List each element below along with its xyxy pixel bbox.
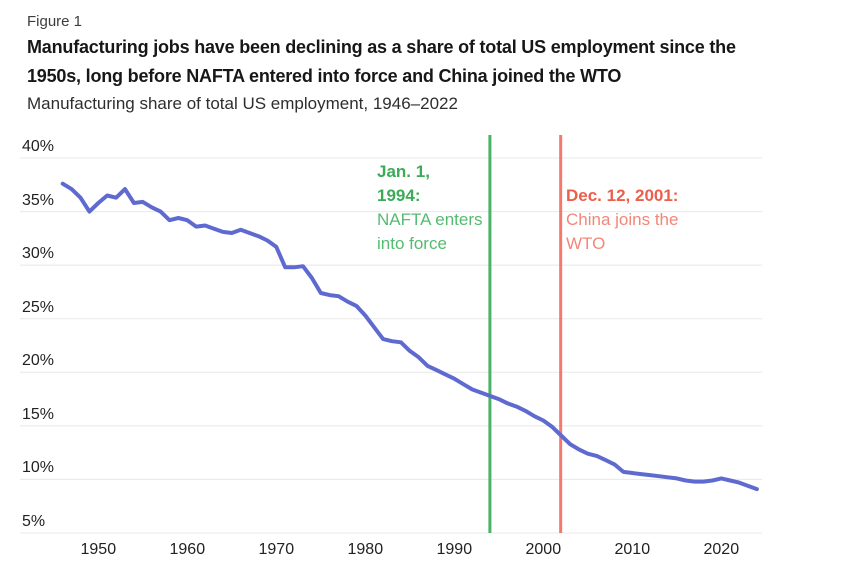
y-tick-label: 20% (22, 352, 55, 370)
y-tick-label: 5% (22, 513, 46, 530)
x-tick-label: 1970 (258, 541, 295, 558)
x-tick-label: 2000 (525, 541, 562, 558)
x-tick-label: 1960 (169, 541, 206, 558)
x-tick-label: 2010 (614, 541, 651, 558)
y-tick-label: 30% (22, 245, 55, 263)
nafta-text-line-2: into force (377, 234, 447, 253)
manufacturing-share-line (60, 181, 759, 492)
chart-title-line-2: 1950s, long before NAFTA entered into fo… (27, 66, 622, 86)
wto-annotation: Dec. 12, 2001: China joins the WTO (566, 184, 678, 256)
nafta-text-line-1: NAFTA enters (377, 210, 483, 229)
x-tick-label: 2020 (703, 541, 740, 558)
x-tick-label: 1980 (347, 541, 384, 558)
nafta-date-line-1: Jan. 1, (377, 162, 430, 181)
nafta-date-line-2: 1994: (377, 186, 421, 205)
y-tick-label: 10% (22, 459, 55, 477)
nafta-annotation: Jan. 1, 1994: NAFTA enters into force (377, 160, 483, 256)
wto-text-line-1: China joins the (566, 210, 679, 229)
wto-date-line: Dec. 12, 2001: (566, 186, 679, 205)
y-tick-label: 25% (22, 298, 55, 316)
y-tick-label: 35% (22, 191, 55, 209)
chart-title-line-1: Manufacturing jobs have been declining a… (27, 37, 736, 57)
chart-subtitle: Manufacturing share of total US employme… (27, 94, 458, 113)
y-tick-label: 40% (22, 138, 55, 155)
y-tick-label: 15% (22, 405, 55, 423)
x-tick-label: 1950 (80, 541, 117, 558)
wto-text-line-2: WTO (566, 234, 606, 253)
figure-label: Figure 1 (27, 13, 83, 30)
x-tick-label: 1990 (436, 541, 473, 558)
